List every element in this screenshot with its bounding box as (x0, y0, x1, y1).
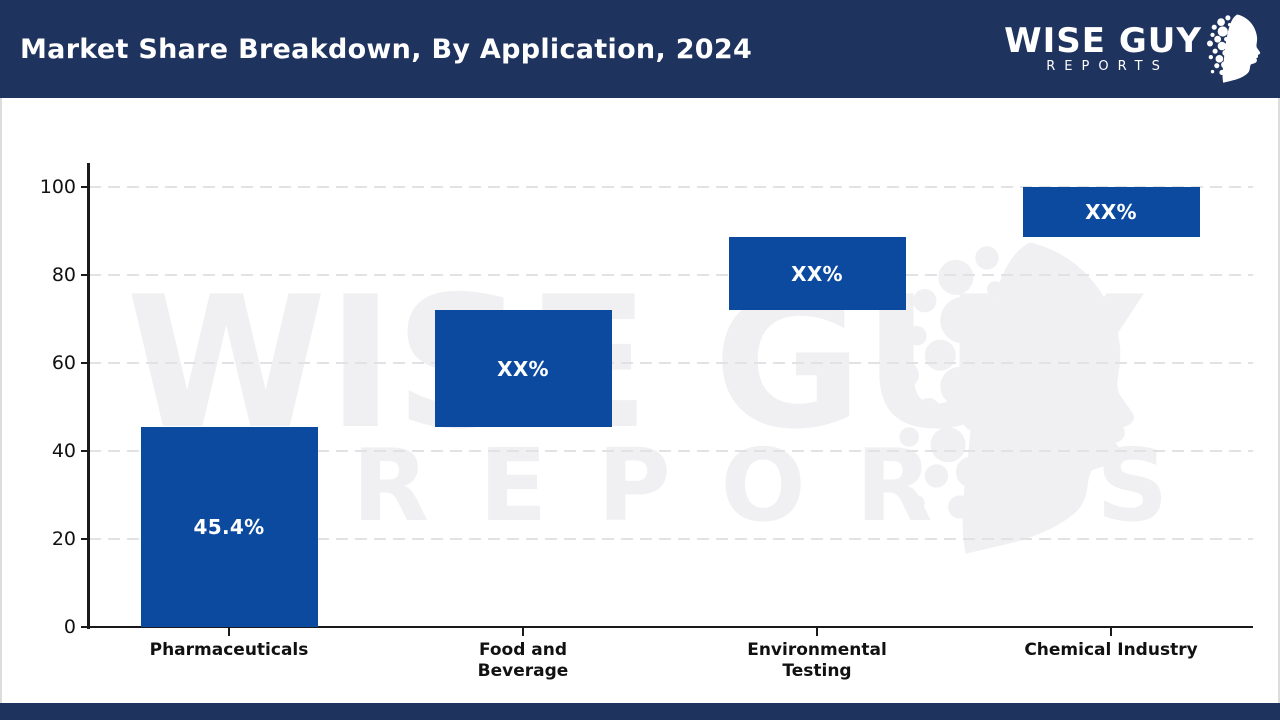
logo-face-icon (1206, 14, 1261, 83)
gridline (89, 186, 1253, 188)
logo-wordmark: WISE GUY (1004, 20, 1202, 61)
y-axis-tick-label: 20 (51, 528, 76, 550)
x-axis-line (87, 625, 1253, 628)
x-tick-mark (1110, 628, 1112, 636)
bar-value-label: XX% (791, 261, 843, 286)
y-axis-tick-label: 40 (51, 440, 76, 462)
y-tick-mark (81, 362, 89, 364)
left-border (0, 98, 2, 703)
x-axis-category-label: Pharmaceuticals (149, 640, 309, 660)
bar: XX% (728, 237, 906, 311)
logo-subtitle: REPORTS (1046, 59, 1169, 75)
y-tick-mark (81, 450, 89, 452)
header-bar: Market Share Breakdown, By Application, … (0, 0, 1280, 98)
x-axis-category-label: Chemical Industry (1024, 640, 1198, 660)
x-axis-category-label: Environmental Testing (747, 640, 887, 682)
y-axis-tick-label: 100 (39, 176, 76, 198)
y-axis-line (87, 163, 90, 629)
y-tick-mark (81, 186, 89, 188)
right-border (1278, 98, 1280, 703)
x-tick-mark (816, 628, 818, 636)
bar-value-label: XX% (1085, 200, 1137, 225)
y-tick-mark (81, 538, 89, 540)
x-tick-mark (522, 628, 524, 636)
footer-bar (0, 703, 1280, 720)
y-tick-mark (81, 626, 89, 628)
gridline (89, 274, 1253, 276)
gridline (89, 538, 1253, 540)
page-title: Market Share Breakdown, By Application, … (20, 33, 753, 65)
gridline (89, 450, 1253, 452)
watermark-face-icon (891, 242, 1135, 554)
y-axis-tick-label: 60 (51, 352, 76, 374)
bar: XX% (1022, 187, 1200, 238)
bar: XX% (434, 310, 612, 428)
bar-value-label: XX% (497, 356, 549, 381)
bar-value-label: 45.4% (193, 515, 265, 540)
brand-logo: WISE GUY REPORTS (1004, 5, 1268, 93)
x-tick-mark (228, 628, 230, 636)
x-axis-category-label: Food and Beverage (477, 640, 569, 682)
y-axis-tick-label: 80 (51, 264, 76, 286)
y-tick-mark (81, 274, 89, 276)
gridline (89, 362, 1253, 364)
y-axis-tick-label: 0 (63, 616, 76, 638)
bar: 45.4% (140, 427, 318, 627)
